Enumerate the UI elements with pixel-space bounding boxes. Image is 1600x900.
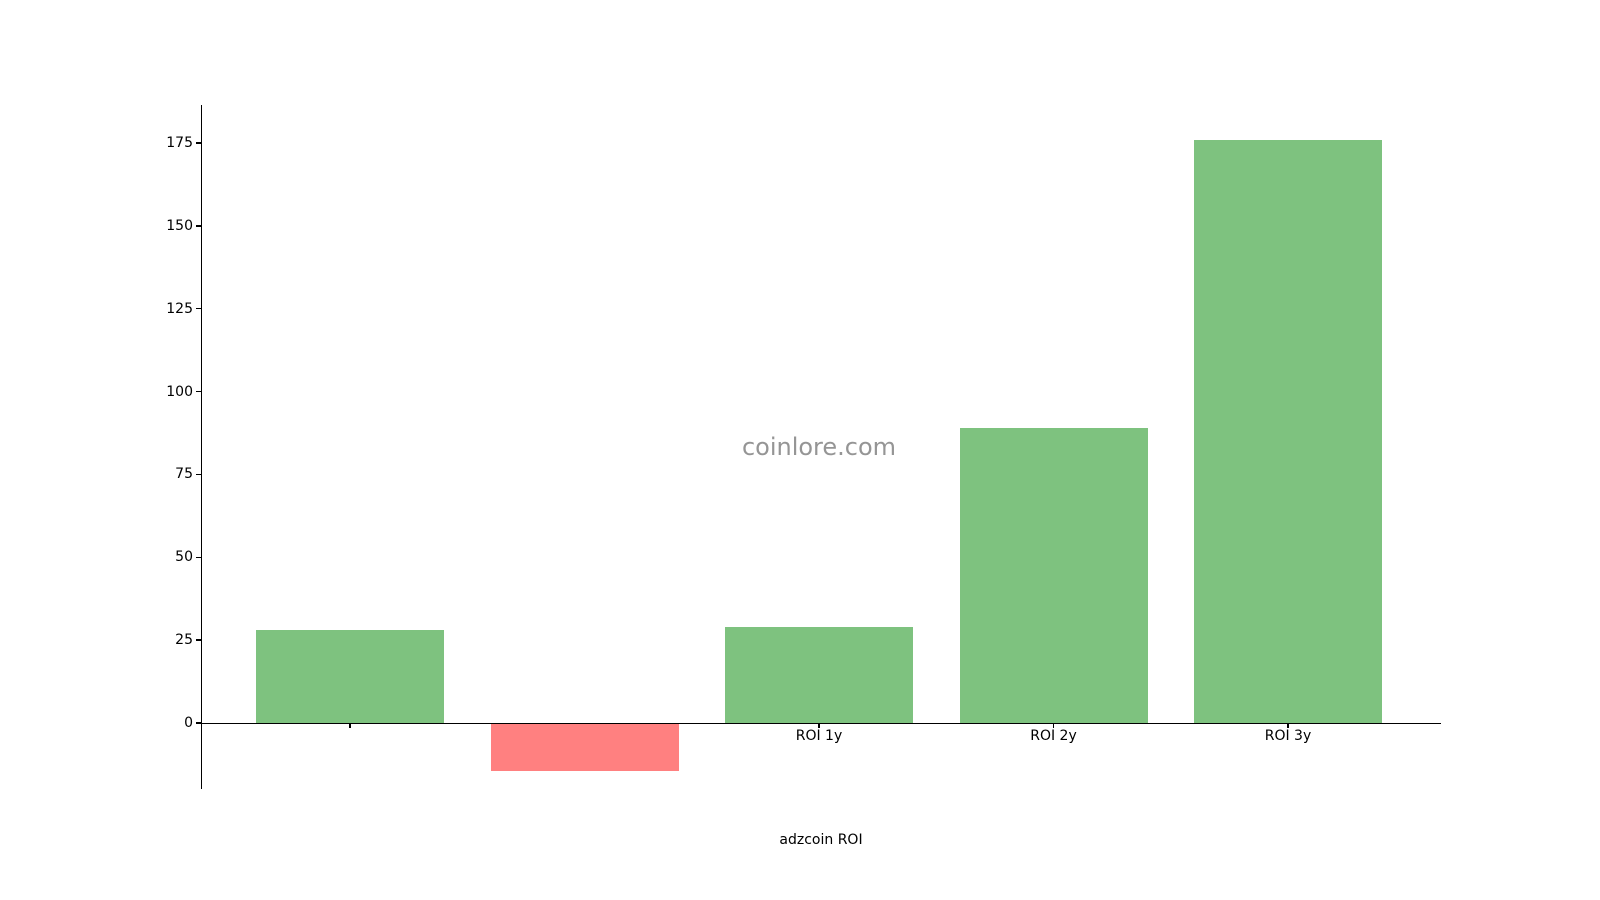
bar-2 [490, 724, 679, 771]
bar-roi-2y [959, 428, 1148, 723]
y-axis-tick [196, 142, 201, 144]
x-axis-line [201, 723, 1441, 725]
y-tick-label: 50 [175, 549, 193, 566]
watermark: coinlore.com [741, 433, 897, 461]
y-axis-tick [196, 639, 201, 641]
y-tick-label: 150 [166, 217, 193, 234]
y-axis-tick [196, 473, 201, 476]
bar-roi-3y [1194, 139, 1382, 723]
y-tick-label: 100 [166, 383, 193, 400]
y-tick-label: 75 [175, 466, 193, 483]
x-tick-label: ROI 3y [1264, 728, 1312, 744]
y-tick-label: 125 [166, 300, 193, 317]
y-axis-tick [196, 390, 201, 393]
bar-roi-1y [725, 626, 913, 723]
y-tick-label: 175 [166, 135, 193, 152]
y-axis-spine [201, 104, 203, 790]
y-axis-tick [196, 556, 201, 558]
y-tick-label: 0 [184, 715, 193, 731]
x-tick-label: ROI 2y [1030, 728, 1077, 744]
y-axis-tick [196, 722, 201, 724]
y-axis-tick [196, 225, 201, 227]
x-axis-tick [349, 723, 351, 728]
x-tick-label: ROI 1y [795, 728, 843, 744]
x-axis-tick [1287, 723, 1289, 728]
bar-1 [256, 630, 444, 723]
x-axis-tick [1052, 723, 1055, 728]
x-axis-tick [818, 723, 820, 728]
x-axis-title: adzcoin ROI [779, 832, 863, 848]
y-tick-label: 25 [175, 632, 193, 649]
y-axis-tick [196, 308, 201, 310]
